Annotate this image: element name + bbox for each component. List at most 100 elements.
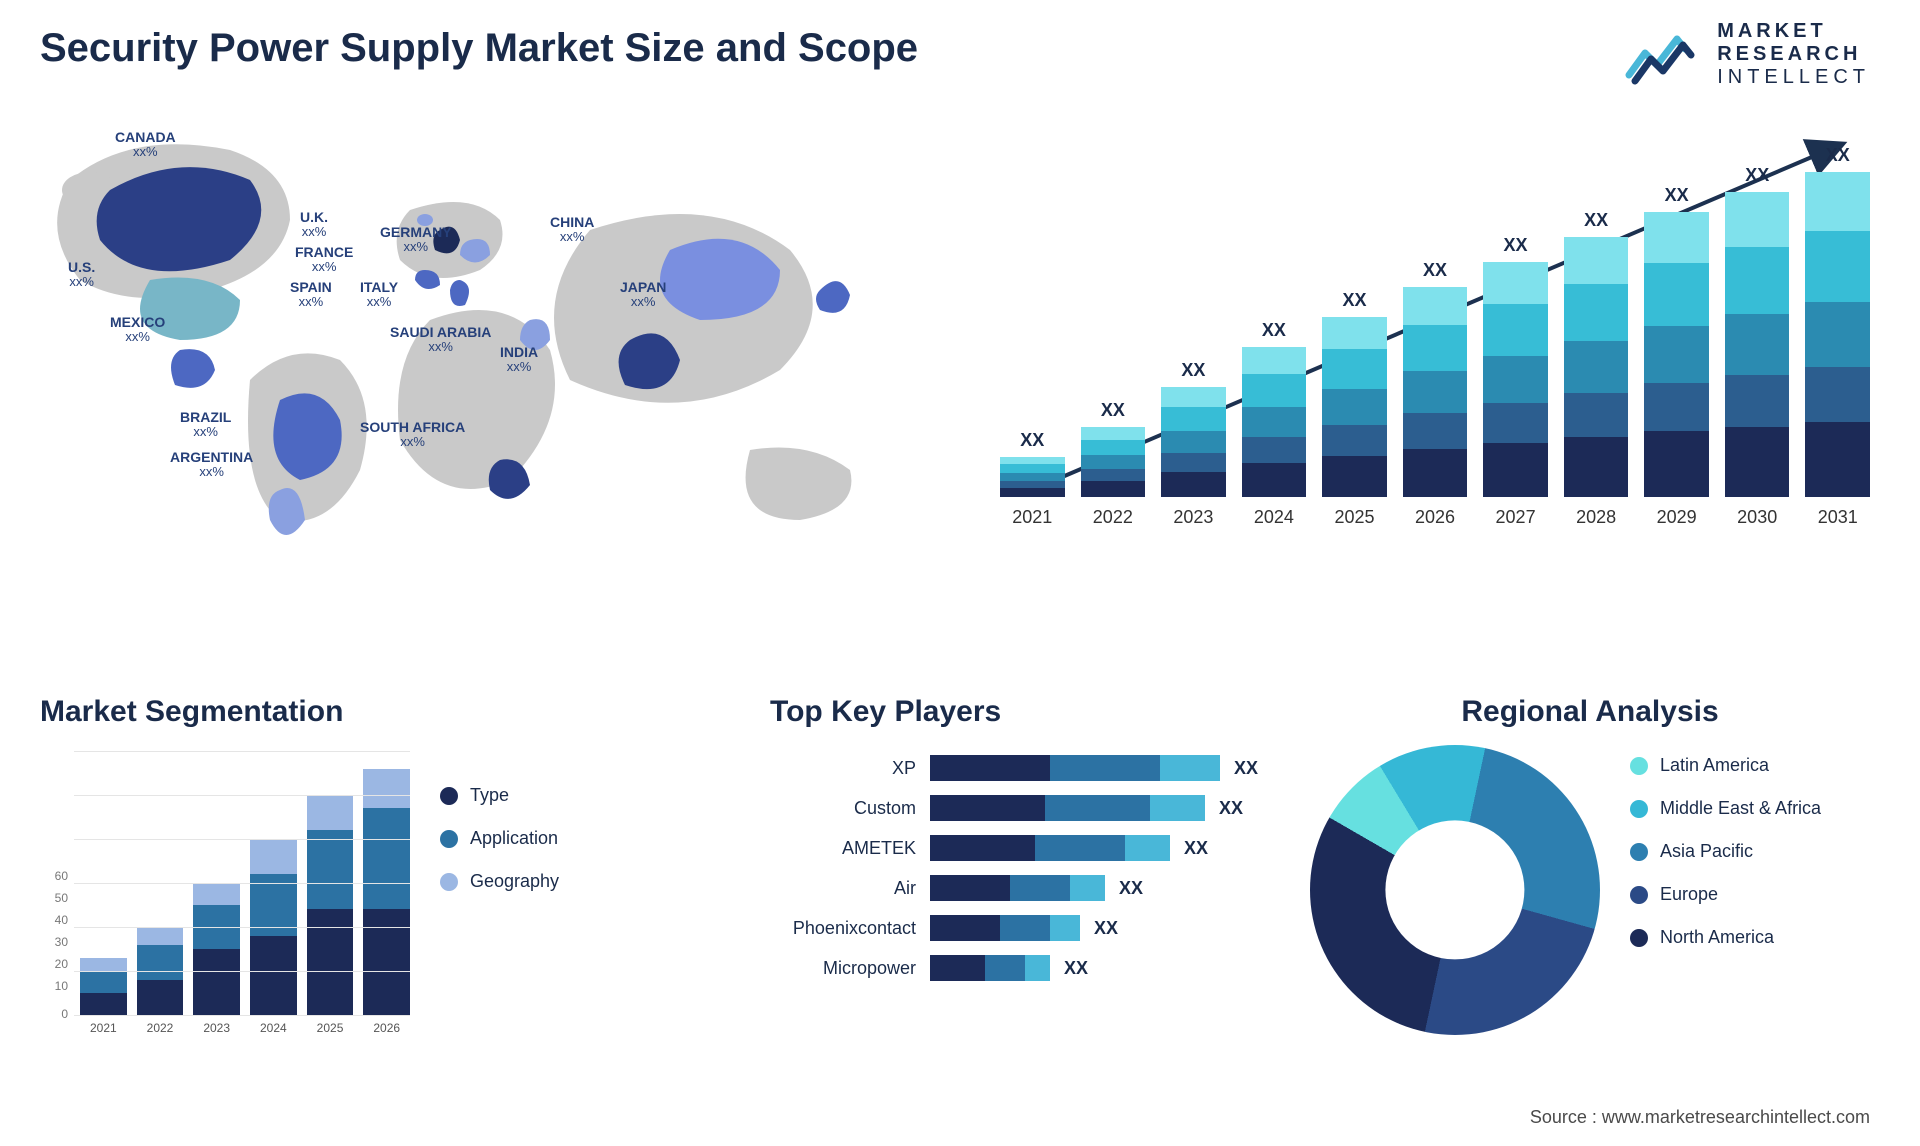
regional-panel: Regional Analysis Latin AmericaMiddle Ea… [1310, 695, 1870, 729]
brand-logo: MARKET RESEARCH INTELLECT [1625, 20, 1870, 89]
growth-bar-2031: XX2031 [1805, 145, 1870, 528]
seg-bar-2023 [193, 883, 240, 1015]
regional-legend-item: Europe [1630, 884, 1821, 905]
growth-bar-label: XX [1342, 290, 1366, 311]
key-player-value: XX [1094, 918, 1118, 939]
seg-legend-item: Type [440, 785, 559, 806]
seg-ytick: 60 [55, 869, 68, 1121]
key-player-row: Phoenixcontact XX [770, 915, 1290, 941]
key-player-bar [930, 795, 1205, 821]
seg-bar-2026 [363, 769, 410, 1015]
legend-label: Asia Pacific [1660, 841, 1753, 862]
map-label-japan: JAPANxx% [620, 280, 666, 310]
growth-bar-label: XX [1101, 400, 1125, 421]
key-player-name: Air [770, 878, 930, 899]
seg-xlabel: 2021 [80, 1021, 127, 1035]
legend-swatch-icon [440, 873, 458, 891]
growth-bar-label: XX [1584, 210, 1608, 231]
seg-gridline [74, 883, 410, 884]
segmentation-title: Market Segmentation [40, 695, 700, 729]
key-player-bar [930, 955, 1050, 981]
seg-gridline [74, 795, 410, 796]
map-label-india: INDIAxx% [500, 345, 538, 375]
legend-label: Geography [470, 871, 559, 892]
key-player-value: XX [1184, 838, 1208, 859]
growth-year-label: 2023 [1173, 507, 1213, 528]
regional-legend-item: Middle East & Africa [1630, 798, 1821, 819]
seg-gridline [74, 751, 410, 752]
growth-bar-2025: XX 2025 [1322, 290, 1387, 528]
map-label-south-africa: SOUTH AFRICAxx% [360, 420, 465, 450]
legend-swatch-icon [440, 787, 458, 805]
map-label-spain: SPAINxx% [290, 280, 332, 310]
donut-hole [1385, 820, 1524, 959]
seg-bar-2025 [307, 795, 354, 1015]
growth-year-label: 2025 [1334, 507, 1374, 528]
key-player-name: Phoenixcontact [770, 918, 930, 939]
regional-legend-item: Asia Pacific [1630, 841, 1821, 862]
growth-bar-2024: XX2024 [1242, 320, 1307, 528]
key-player-value: XX [1119, 878, 1143, 899]
regional-legend-item: Latin America [1630, 755, 1821, 776]
key-player-bar [930, 755, 1220, 781]
growth-year-label: 2030 [1737, 507, 1777, 528]
source-attribution: Source : www.marketresearchintellect.com [1530, 1107, 1870, 1128]
logo-line1: MARKET [1717, 20, 1870, 43]
seg-gridline [74, 927, 410, 928]
key-players-rows: XPXXCustomXXAMETEKXXAirXXPhoenixcontactX… [770, 755, 1290, 981]
legend-label: Type [470, 785, 509, 806]
key-player-bar [930, 915, 1080, 941]
growth-year-label: 2029 [1657, 507, 1697, 528]
growth-year-label: 2026 [1415, 507, 1455, 528]
seg-legend-item: Application [440, 828, 559, 849]
growth-year-label: 2027 [1496, 507, 1536, 528]
growth-bar-2026: XX 2026 [1403, 260, 1468, 528]
growth-year-label: 2031 [1818, 507, 1858, 528]
growth-bar-2023: XX2023 [1161, 360, 1226, 528]
key-player-name: Custom [770, 798, 930, 819]
regional-donut [1310, 745, 1600, 1035]
key-player-value: XX [1064, 958, 1088, 979]
map-label-germany: GERMANYxx% [380, 225, 452, 255]
seg-xlabel: 2022 [137, 1021, 184, 1035]
growth-year-label: 2022 [1093, 507, 1133, 528]
map-label-u-k-: U.K.xx% [300, 210, 328, 240]
seg-bar-2021 [80, 958, 127, 1015]
key-player-value: XX [1234, 758, 1258, 779]
growth-bar-label: XX [1665, 185, 1689, 206]
key-player-row: AMETEKXX [770, 835, 1290, 861]
regional-title: Regional Analysis [1310, 695, 1870, 729]
growth-bar-2027: XX2027 [1483, 235, 1548, 528]
map-label-argentina: ARGENTINAxx% [170, 450, 253, 480]
page-title: Security Power Supply Market Size and Sc… [40, 26, 918, 71]
growth-bar-2022: XX 2022 [1081, 400, 1146, 528]
world-map: CANADAxx%U.S.xx%MEXICOxx%BRAZILxx%ARGENT… [30, 120, 970, 550]
logo-line2: RESEARCH [1717, 43, 1870, 66]
growth-chart-plot: XX2021XX2022XX2023XX2024XX2025XX2026XX20… [1000, 175, 1870, 528]
seg-gridline [74, 1015, 410, 1016]
growth-bar-2028: XX2028 [1564, 210, 1629, 528]
growth-bar-label: XX [1020, 430, 1044, 451]
map-label-france: FRANCExx% [295, 245, 353, 275]
growth-bar-2021: XX 2021 [1000, 430, 1065, 528]
map-label-brazil: BRAZILxx% [180, 410, 231, 440]
segmentation-chart: 0102030405060 202120222023202420252026 [40, 745, 410, 1035]
seg-legend-item: Geography [440, 871, 559, 892]
regional-legend: Latin America Middle East & Africa Asia Pa… [1630, 755, 1821, 970]
key-player-bar [930, 875, 1105, 901]
seg-xlabel: 2023 [193, 1021, 240, 1035]
growth-bar-label: XX [1423, 260, 1447, 281]
growth-bar-2030: XX2030 [1725, 165, 1790, 528]
logo-line3: INTELLECT [1717, 66, 1870, 89]
legend-swatch-icon [1630, 757, 1648, 775]
key-player-row: CustomXX [770, 795, 1290, 821]
key-player-row: Air XX [770, 875, 1290, 901]
growth-bar-2029: XX 2029 [1644, 185, 1709, 528]
map-label-saudi-arabia: SAUDI ARABIAxx% [390, 325, 491, 355]
key-players-panel: Top Key Players XPXXCustomXXAMETEKXXAirX… [770, 695, 1290, 995]
key-player-row: MicropowerXX [770, 955, 1290, 981]
growth-year-label: 2021 [1012, 507, 1052, 528]
legend-label: Europe [1660, 884, 1718, 905]
world-map-svg [30, 120, 970, 550]
legend-swatch-icon [1630, 929, 1648, 947]
